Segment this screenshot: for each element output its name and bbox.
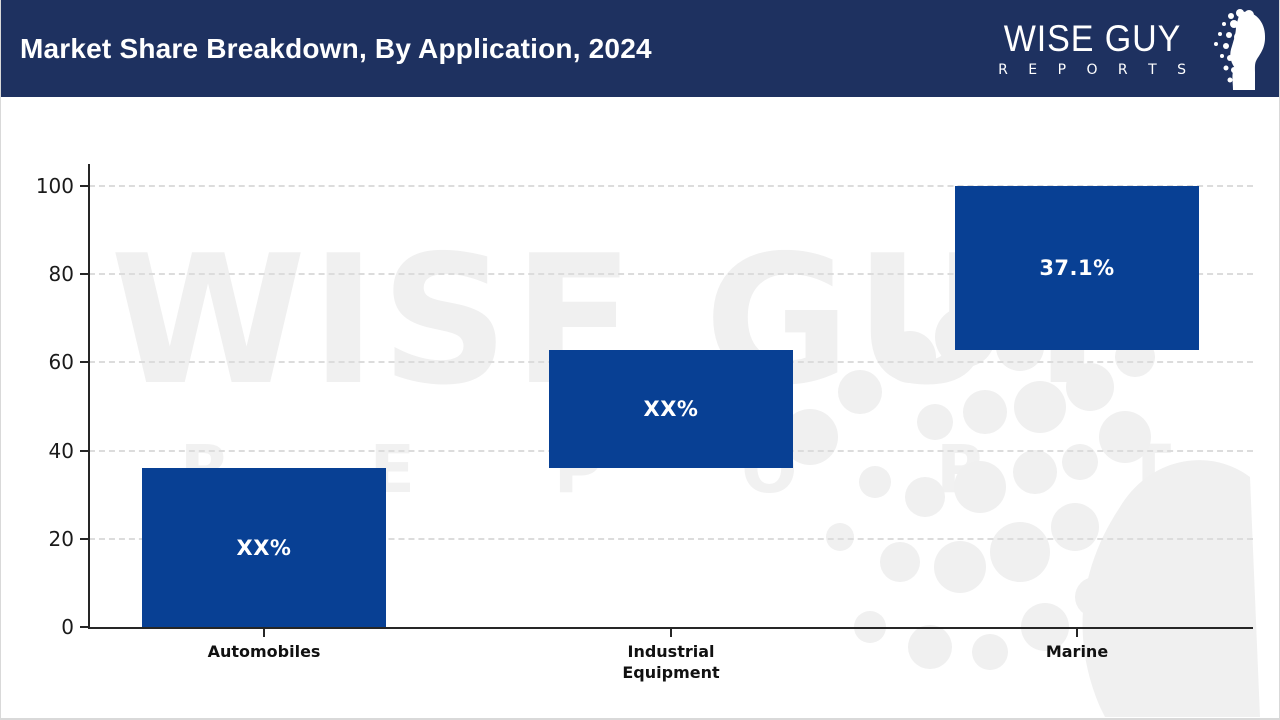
gridline-20: [89, 537, 1253, 540]
logo-face-icon: [1214, 8, 1266, 90]
bar-value-label: XX%: [643, 396, 699, 421]
gridline-100: [89, 185, 1253, 187]
y-tick-label-60: 60: [48, 350, 74, 375]
y-tick-label-40: 40: [48, 438, 74, 463]
category-label-0: Automobiles: [207, 642, 321, 661]
y-tick-label-80: 80: [48, 262, 74, 287]
y-tick-100: [80, 185, 88, 187]
page-title: Market Share Breakdown, By Application, …: [20, 32, 652, 64]
bar-industrial-equipment: XX%: [549, 349, 793, 469]
category-label-1: Industrial Equipment: [622, 642, 720, 682]
y-axis-line: [88, 164, 90, 629]
plot: 0 20 40 60 80 100 XX% XX% 37.1% Automobiles Indust…: [0, 97, 1280, 717]
y-tick-40: [80, 449, 88, 452]
logo-text: WISE GUY R E P O R T S: [990, 20, 1194, 78]
wise-guy-reports-logo: WISE GUY R E P O R T S: [990, 8, 1280, 90]
bar-marine: 37.1%: [955, 186, 1199, 350]
y-tick-0: [80, 626, 88, 628]
logo-subtitle: R E P O R T S: [998, 61, 1194, 78]
header-bar: Market Share Breakdown, By Application, …: [0, 0, 1280, 97]
y-tick-label-100: 100: [35, 174, 74, 198]
gridline-80: [89, 273, 1253, 276]
y-tick-80: [80, 273, 88, 276]
bar-value-label: 37.1%: [1039, 255, 1115, 280]
y-tick-60: [80, 361, 88, 364]
y-tick-20: [80, 537, 88, 540]
x-tick-2: [1076, 629, 1078, 637]
x-axis-line: [88, 627, 1253, 629]
category-label-2: Marine: [1045, 642, 1109, 661]
x-tick-1: [670, 629, 672, 637]
bar-automobiles: XX%: [142, 468, 386, 627]
y-tick-label-0: 0: [61, 615, 74, 639]
bar-value-label: XX%: [236, 535, 292, 560]
y-tick-label-20: 20: [48, 526, 74, 551]
logo-wordmark: WISE GUY: [1003, 17, 1181, 59]
chart-area: WISE GUY R E P O R T S 020406080100XX%XX…: [0, 97, 1280, 717]
x-tick-0: [263, 629, 265, 637]
